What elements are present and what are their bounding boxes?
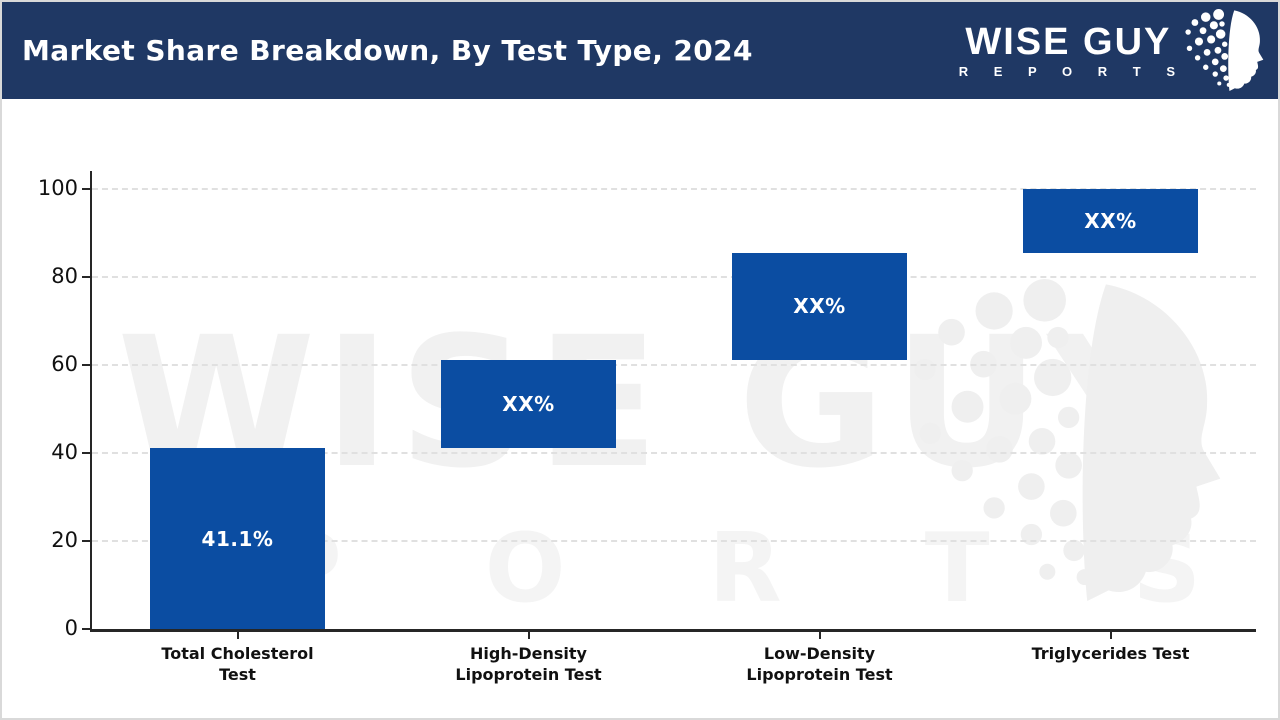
header-bar: Market Share Breakdown, By Test Type, 20…: [2, 2, 1278, 99]
waterfall-bar: XX%: [441, 359, 616, 449]
bar-value-label: XX%: [502, 391, 555, 416]
page-title: Market Share Breakdown, By Test Type, 20…: [22, 34, 753, 67]
dotted-head-profile-watermark-icon: [914, 279, 1221, 602]
y-axis-tick: [82, 188, 90, 190]
y-axis-tick: [82, 540, 90, 542]
x-axis-category-label: Triglycerides Test: [1031, 644, 1190, 663]
x-axis-tick: [818, 632, 821, 639]
y-axis-tick: [82, 364, 90, 366]
dotted-head-profile-icon: [1185, 8, 1264, 91]
bar-value-label: 41.1%: [201, 526, 274, 551]
brand-logo: WISE GUY R E P O R T S: [951, 6, 1264, 96]
x-axis-tick: [236, 632, 239, 639]
x-axis-category-label: Total Cholesterol Test: [161, 644, 314, 684]
y-axis-line: [90, 171, 92, 632]
y-gridline: [92, 188, 1256, 190]
y-axis-tick-label: 60: [51, 352, 78, 376]
x-axis-category-label: High-Density Lipoprotein Test: [455, 644, 602, 684]
waterfall-bar: XX%: [732, 252, 907, 360]
y-axis-tick: [82, 452, 90, 454]
waterfall-bar: 41.1%: [150, 448, 325, 629]
y-gridline: [92, 276, 1256, 278]
x-axis-line: [90, 629, 1256, 632]
x-axis-category-label: Low-Density Lipoprotein Test: [746, 644, 893, 684]
bar-value-label: XX%: [793, 294, 846, 319]
brand-subtitle: R E P O R T S: [958, 63, 1186, 79]
brand-logo-text: WISE GUY R E P O R T S: [951, 23, 1186, 79]
x-axis-tick: [527, 632, 530, 639]
y-axis-tick-label: 80: [51, 264, 78, 288]
y-gridline: [92, 364, 1256, 366]
y-axis-tick: [82, 276, 90, 278]
brand-name: WISE GUY: [965, 20, 1172, 63]
y-axis-tick-label: 20: [51, 528, 78, 552]
chart-area: WISE GUY P O R T S 0 20 40 60 80 100 41.1% Tota…: [2, 99, 1278, 718]
y-axis-tick-label: 40: [51, 440, 78, 464]
y-gridline: [92, 540, 1256, 542]
bar-value-label: XX%: [1084, 208, 1137, 233]
waterfall-bar: XX%: [1023, 189, 1198, 253]
y-gridline: [92, 452, 1256, 454]
y-axis-tick: [82, 628, 90, 630]
x-axis-tick: [1109, 632, 1112, 639]
y-axis-tick-label: 100: [37, 176, 78, 200]
y-axis-tick-label: 0: [64, 616, 78, 640]
